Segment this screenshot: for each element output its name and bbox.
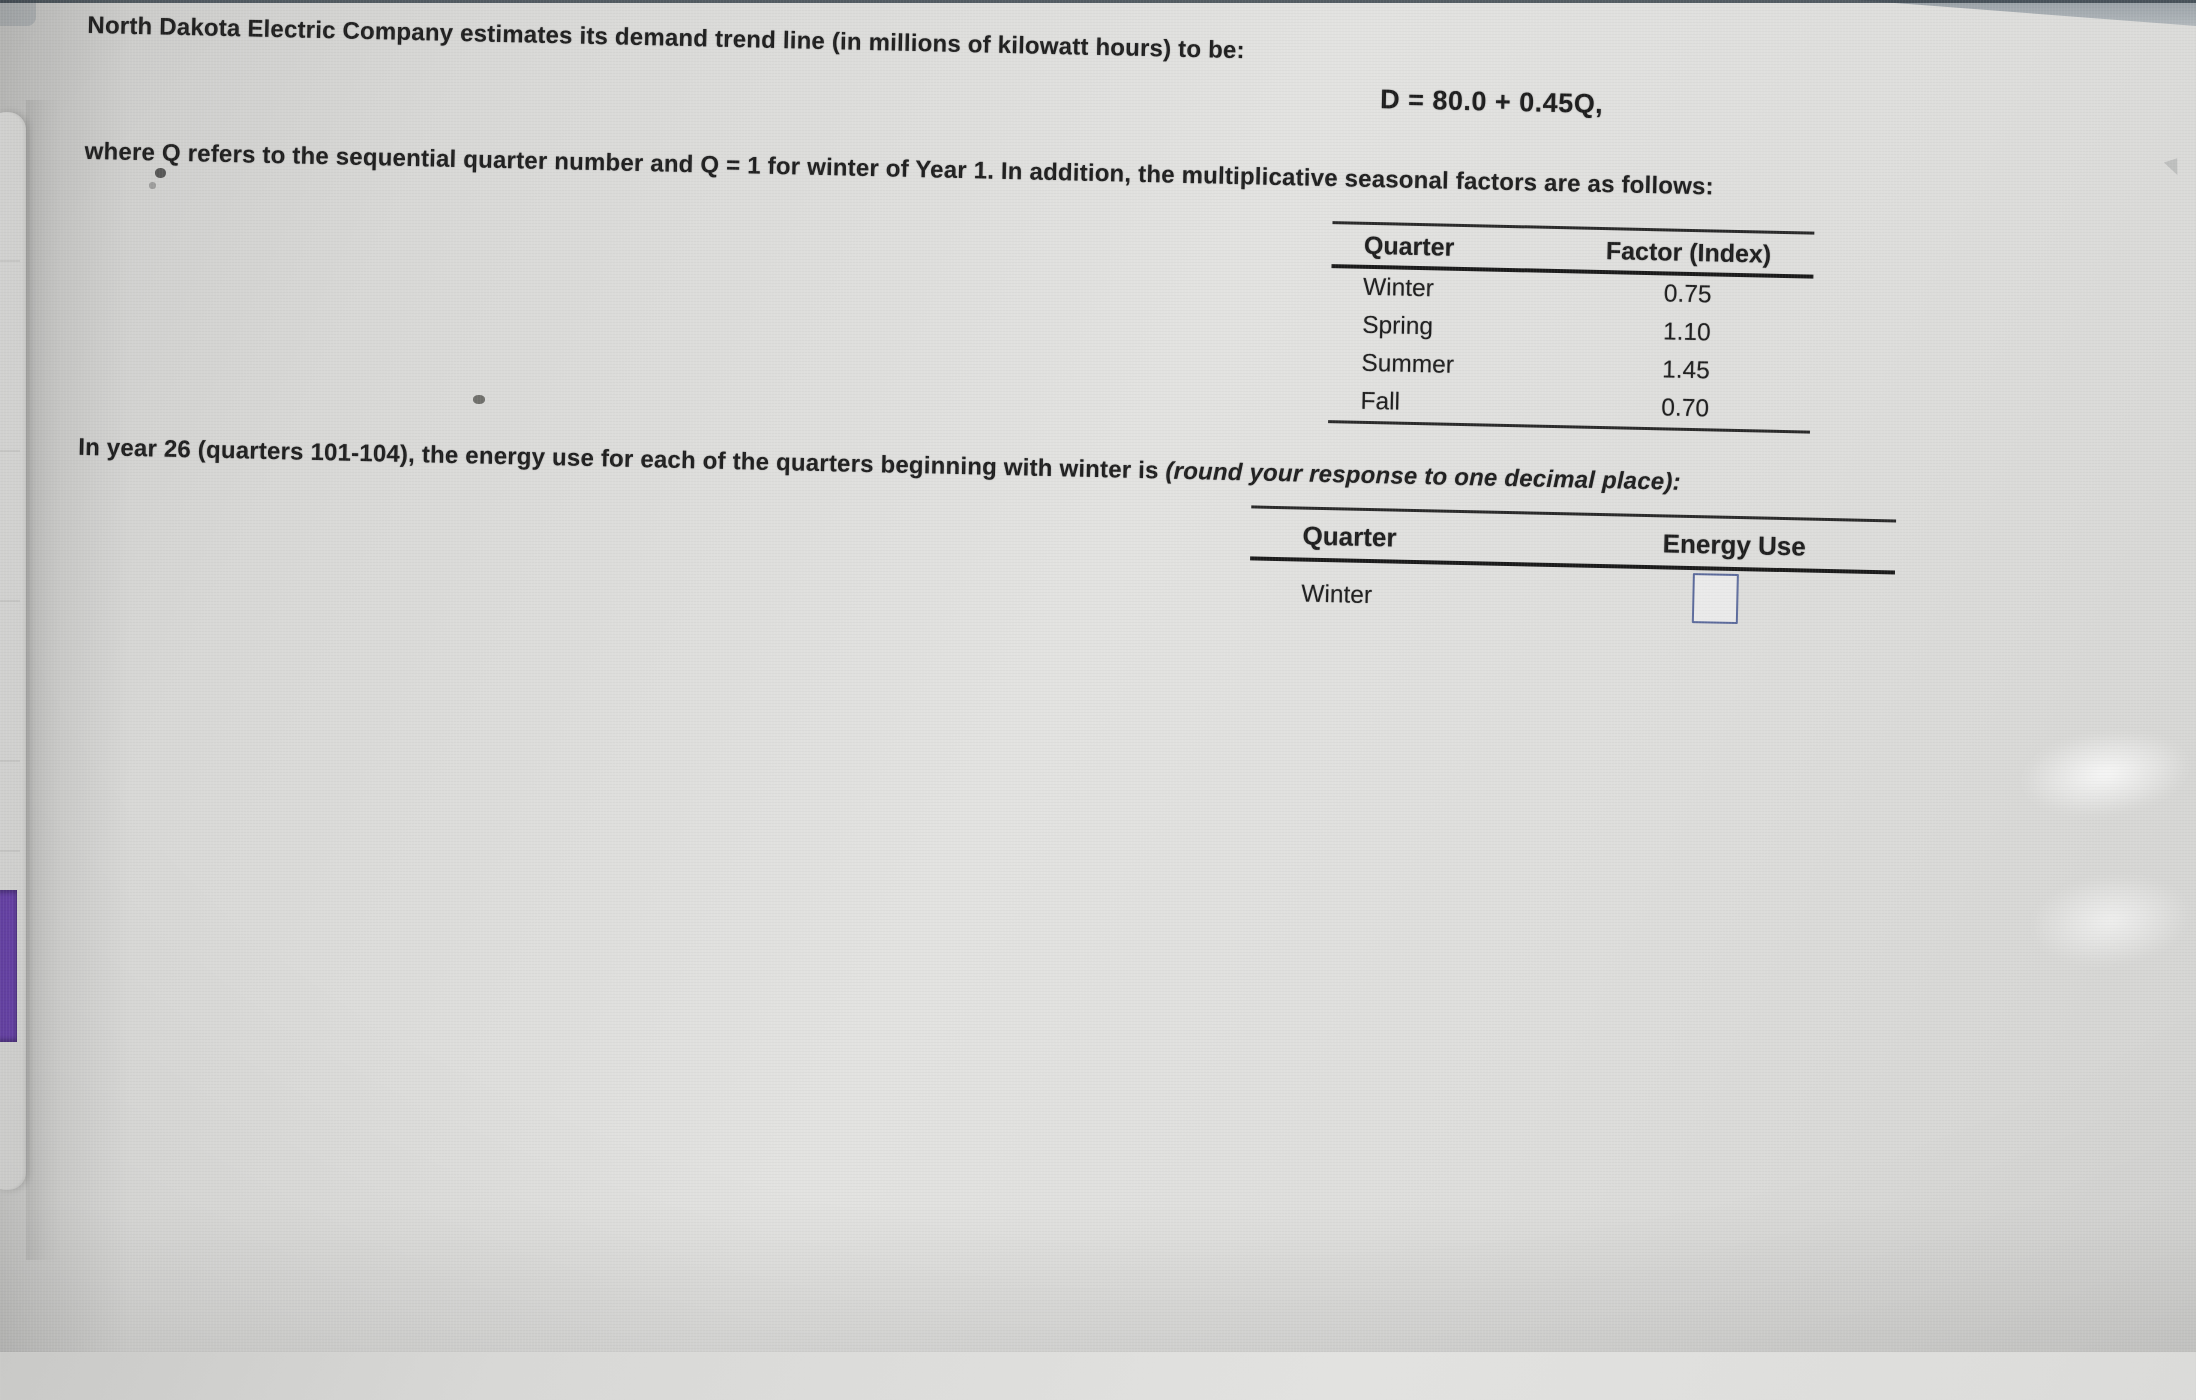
panel-divider bbox=[0, 600, 20, 602]
factors-header-factor: Factor (Index) bbox=[1605, 237, 1772, 269]
answer-header-energy-use: Energy Use bbox=[1662, 528, 1807, 562]
answer-quarter-label: Winter bbox=[1301, 580, 1373, 610]
screen-artifact-dot bbox=[149, 182, 156, 189]
answer-cell bbox=[1571, 567, 1895, 658]
problem-intro-text: North Dakota Electric Company estimates … bbox=[87, 11, 1246, 65]
question-text: In year 26 (quarters 101-104), the energ… bbox=[78, 434, 1681, 497]
factor-value: 1.10 bbox=[1662, 318, 1711, 347]
factors-header-quarter: Quarter bbox=[1363, 231, 1455, 262]
factor-quarter-label: Spring bbox=[1361, 311, 1434, 341]
energy-use-answer-table: Quarter Energy Use Winter bbox=[1248, 505, 1897, 658]
panel-divider bbox=[0, 450, 20, 452]
panel-divider bbox=[0, 260, 20, 262]
factor-quarter-label: Fall bbox=[1360, 387, 1401, 416]
energy-use-input[interactable] bbox=[1691, 573, 1739, 625]
screen-artifact-dot bbox=[473, 395, 485, 404]
left-edge-panel bbox=[0, 112, 26, 1190]
screen-photo: { "problem": { "intro_line": "North Dako… bbox=[0, 0, 2196, 1352]
factor-value: 1.45 bbox=[1661, 356, 1711, 385]
panel-divider bbox=[0, 850, 20, 852]
screen-artifact-dot bbox=[155, 168, 166, 178]
screen-top-left-bezel bbox=[0, 0, 36, 26]
answer-header-quarter: Quarter bbox=[1302, 520, 1397, 553]
factor-value: 0.70 bbox=[1661, 394, 1710, 423]
question-text-normal: In year 26 (quarters 101-104), the energ… bbox=[77, 433, 1166, 485]
left-panel-accent bbox=[0, 890, 17, 1042]
screen-top-right-bezel bbox=[1856, 0, 2196, 26]
problem-where-text: where Q refers to the sequential quarter… bbox=[84, 137, 1715, 201]
seasonal-factors-table: Quarter Factor (Index) Winter 0.75 Sprin… bbox=[1328, 221, 1815, 434]
left-panel-shadow bbox=[26, 100, 60, 1260]
factor-quarter-label: Summer bbox=[1361, 349, 1455, 379]
question-text-italic: (round your response to one decimal plac… bbox=[1165, 457, 1682, 496]
table-row: Winter bbox=[1248, 560, 1895, 658]
demand-equation: D = 80.0 + 0.45Q, bbox=[1379, 84, 1604, 119]
factor-quarter-label: Winter bbox=[1362, 273, 1435, 303]
panel-divider bbox=[0, 760, 20, 762]
screen-top-edge bbox=[0, 0, 2196, 3]
factor-value: 0.75 bbox=[1663, 280, 1712, 309]
